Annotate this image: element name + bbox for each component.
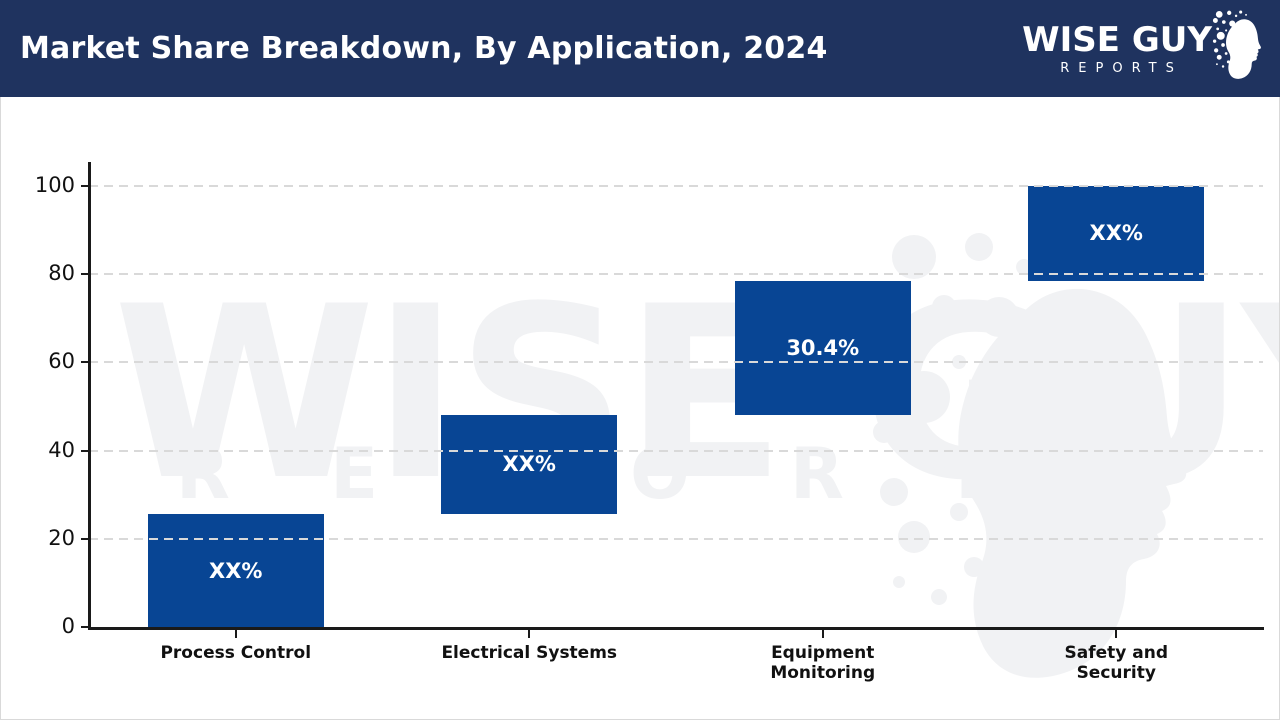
y-axis-tick: [81, 273, 89, 276]
x-axis-category-label: Process Control: [160, 643, 312, 663]
header-banner: Market Share Breakdown, By Application, …: [0, 0, 1280, 97]
y-axis-tick: [81, 626, 89, 628]
gridline: [89, 449, 1263, 452]
y-axis-tick: [81, 185, 89, 187]
x-axis-category-label: Electrical Systems: [441, 643, 618, 663]
gridline: [89, 361, 1263, 364]
chart-canvas: WISE GUY R E P O R T S 020406080100XX%Pr…: [0, 97, 1280, 720]
bar-safety-and-security: [1028, 186, 1205, 281]
x-axis-tick: [1115, 630, 1118, 638]
y-axis-tick-label: 40: [48, 437, 75, 462]
x-axis-tick: [821, 630, 824, 638]
y-axis-tick: [81, 537, 89, 540]
chart-title: Market Share Breakdown, By Application, …: [20, 31, 828, 66]
y-axis-tick-label: 0: [61, 614, 75, 638]
bar-electrical-systems: [441, 414, 618, 515]
gridline: [89, 537, 1263, 540]
bar-value-label: XX%: [502, 452, 556, 477]
y-axis-tick: [81, 449, 89, 452]
y-axis-tick-label: 100: [34, 173, 75, 197]
y-axis-tick-label: 20: [48, 525, 75, 550]
logo-text: WISE GUY REPORTS: [1022, 23, 1212, 75]
bar-value-label: XX%: [1089, 221, 1143, 246]
x-axis-category-label: Equipment Monitoring: [770, 643, 876, 683]
bar-equipment-monitoring: [734, 280, 911, 415]
x-axis-line: [88, 627, 1264, 630]
y-axis-tick-label: 80: [48, 261, 75, 286]
logo-face-icon: [1212, 10, 1261, 79]
gridline: [89, 185, 1263, 187]
x-axis-tick: [528, 630, 531, 638]
y-axis-line: [88, 162, 91, 630]
gridline: [89, 273, 1263, 276]
x-axis-category-label: Safety and Security: [1064, 643, 1168, 683]
y-axis-tick: [81, 361, 89, 364]
bar-value-label: 30.4%: [786, 335, 860, 360]
bar-process-control: [147, 514, 324, 627]
wise-guy-logo: WISE GUY REPORTS: [1022, 9, 1266, 89]
bar-value-label: XX%: [209, 558, 263, 583]
x-axis-tick: [234, 630, 237, 638]
y-axis-tick-label: 60: [48, 349, 75, 374]
logo-subtitle: REPORTS: [1060, 60, 1183, 76]
logo-wordmark: WISE GUY: [1022, 19, 1212, 60]
